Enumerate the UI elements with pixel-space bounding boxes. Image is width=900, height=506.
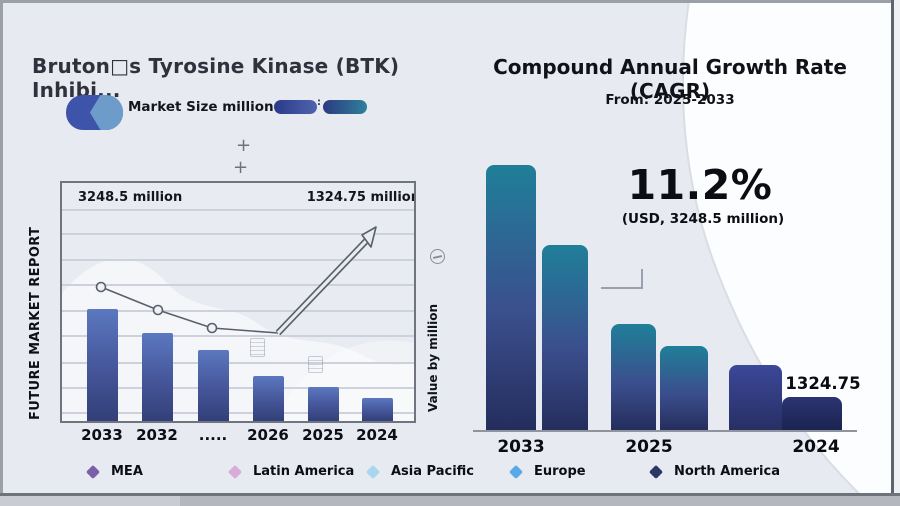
ratio-pill-right-icon	[323, 100, 367, 114]
capsule-pill-icon	[66, 95, 123, 130]
frame-bottom-line	[0, 493, 900, 496]
plus-icon: +	[233, 157, 249, 178]
left-xaxis-label: .....	[198, 426, 228, 444]
legend-item: MEA	[85, 464, 143, 479]
market-size-label: Market Size million	[128, 99, 274, 115]
gridline	[62, 233, 414, 235]
end-value-annotation: 1324.75 million	[306, 190, 416, 205]
gridline	[62, 362, 414, 364]
frame-bottom-accent	[0, 496, 180, 506]
legend-diamond-icon	[85, 464, 101, 479]
legend-label: Asia Pacific	[391, 464, 475, 479]
gridline	[62, 310, 414, 312]
market-bar	[307, 387, 339, 421]
trend-line-arrow	[95, 226, 377, 336]
gridline	[62, 335, 414, 337]
legend-item: Europe	[508, 464, 586, 479]
left-chart-plot: 3248.5 million 1324.75 million	[60, 181, 416, 423]
left-xaxis-label: 2032	[136, 426, 178, 444]
step-bracket-icon	[641, 269, 643, 288]
legend-item: North America	[648, 464, 780, 479]
right-xaxis-labels: 2033 2025 2024	[0, 437, 900, 459]
legend-diamond-icon	[227, 464, 243, 479]
end-value-label: 1324.75	[785, 374, 861, 393]
legend-label: North America	[674, 464, 780, 479]
legend: MEA Latin America Asia Pacific Europe North …	[0, 464, 893, 490]
step-bracket-icon	[601, 287, 643, 289]
market-bar	[252, 376, 284, 421]
market-bar	[361, 398, 393, 421]
frame-left-edge	[0, 0, 3, 506]
cagr-bar	[542, 245, 588, 431]
left-xaxis-label: 2025	[302, 426, 344, 444]
cagr-bar	[782, 397, 842, 431]
gridline	[62, 284, 414, 286]
market-bar	[141, 333, 173, 421]
gridline	[62, 259, 414, 261]
start-value-annotation: 3248.5 million	[78, 190, 183, 205]
legend-diamond-icon	[508, 464, 524, 479]
frame-top-edge	[0, 0, 900, 3]
right-xaxis-label: 2033	[497, 437, 545, 457]
minus-circle-icon	[430, 249, 445, 264]
legend-diamond-icon	[648, 464, 664, 479]
legend-label: Europe	[534, 464, 586, 479]
cagr-bar	[611, 324, 656, 431]
left-xaxis-label: 2033	[81, 426, 123, 444]
right-axis-baseline	[473, 430, 857, 432]
cagr-bar	[660, 346, 708, 431]
legend-label: Latin America	[253, 464, 355, 479]
legend-item: Asia Pacific	[365, 464, 475, 479]
cagr-value: 11.2%	[627, 161, 773, 209]
gridline	[62, 209, 414, 211]
gridline	[62, 387, 414, 389]
frame-right-edge	[891, 0, 894, 506]
plus-icon: +	[236, 135, 252, 156]
frame-right-outer	[894, 0, 900, 506]
right-chart-subtitle: From: 2025-2033	[605, 92, 735, 108]
frame-bottom-edge	[0, 496, 900, 506]
market-bar	[86, 309, 118, 421]
left-xaxis-labels: 2033 2032..... 2026 2025 2024	[62, 426, 414, 446]
market-bar	[197, 350, 229, 421]
right-chart-title: Compound Annual Growth Rate (CAGR)	[493, 55, 847, 103]
document-ghost-icon	[250, 338, 265, 357]
legend-item: Latin America	[227, 464, 355, 479]
gridline	[62, 412, 414, 414]
right-xaxis-label: 2025	[625, 437, 673, 457]
document-ghost-icon	[308, 356, 323, 373]
cagr-bar	[729, 365, 782, 431]
cagr-detail: (USD, 3248.5 million)	[621, 211, 785, 227]
ratio-separator: :	[317, 97, 321, 108]
legend-diamond-icon	[365, 464, 381, 479]
left-xaxis-label: 2024	[356, 426, 398, 444]
ratio-pill-left-icon	[274, 100, 317, 114]
legend-label: MEA	[111, 464, 143, 479]
left-xaxis-label: 2026	[247, 426, 289, 444]
cagr-bar	[486, 165, 536, 431]
right-xaxis-label: 2024	[792, 437, 840, 457]
